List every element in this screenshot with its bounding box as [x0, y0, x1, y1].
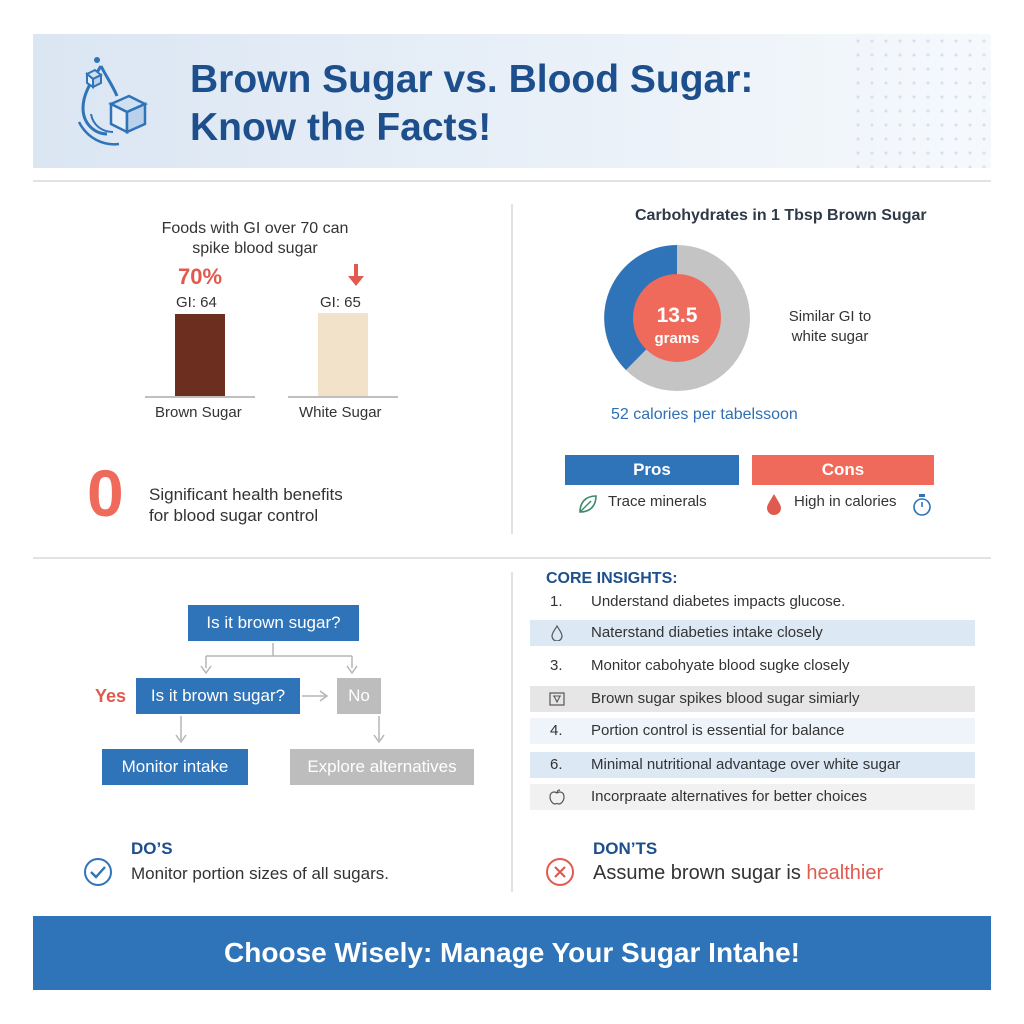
core-insights-title: CORE INSIGHTS:	[546, 570, 678, 587]
stopwatch-icon	[913, 494, 931, 516]
flow-result-monitor: Monitor intake	[102, 749, 248, 785]
drop-outline-icon	[551, 625, 563, 641]
blood-drop-icon	[767, 494, 781, 515]
carb-unit: grams	[654, 330, 700, 347]
flow-question-middle: Is it brown sugar?	[136, 678, 300, 714]
down-arrow-icon	[348, 264, 364, 286]
flow-yes-label: Yes	[95, 686, 127, 706]
cons-header: Cons	[752, 455, 934, 485]
decorative-dot-pattern	[851, 34, 991, 168]
flow-result-alternatives: Explore alternatives	[290, 749, 474, 785]
gi-value-label-white: GI: 65	[320, 294, 361, 311]
pros-item: Trace minerals	[608, 493, 707, 510]
similar-gi-note: Similar GI to white sugar	[788, 308, 872, 345]
carb-value: 13.5	[656, 304, 698, 327]
divider-vertical	[511, 572, 513, 892]
dos-title: DO’S	[131, 839, 173, 858]
divider	[33, 180, 991, 182]
scale-icon	[549, 692, 565, 706]
zero-benefits-value: 0	[87, 456, 124, 530]
bar-label-brown-sugar: Brown Sugar	[155, 404, 242, 421]
donut-center-red	[633, 274, 721, 362]
flow-question-top: Is it brown sugar?	[188, 605, 359, 641]
gi-threshold-percent: 70%	[178, 264, 223, 289]
apple-icon	[549, 789, 565, 805]
insight-row: Naterstand diabeties intake closely	[530, 620, 975, 646]
bar-label-white-sugar: White Sugar	[299, 404, 382, 421]
divider	[33, 557, 991, 559]
insight-row: 3. Monitor cabohyate blood sugke closely	[550, 657, 850, 674]
insight-row: Brown sugar spikes blood sugar simiarly	[530, 686, 975, 712]
title-line-1: Brown Sugar vs. Blood Sugar:	[190, 58, 754, 101]
divider-vertical	[511, 204, 513, 534]
cons-item: High in calories	[794, 493, 897, 510]
calories-note: 52 calories per tabelssoon	[611, 406, 798, 423]
footer-banner: Choose Wisely: Manage Your Sugar Intahe!	[33, 916, 991, 990]
gi-value-label-brown: GI: 64	[176, 294, 217, 311]
bar-baseline	[145, 396, 255, 398]
header-banner: Brown Sugar vs. Blood Sugar: Know the Fa…	[33, 34, 991, 168]
page-title: Brown Sugar vs. Blood Sugar: Know the Fa…	[190, 56, 890, 152]
gi-caption: Foods with GI over 70 can spike blood su…	[161, 220, 349, 257]
donts-text: Assume brown sugar is healthier	[593, 862, 884, 884]
dos-text: Monitor portion sizes of all sugars.	[131, 864, 389, 883]
check-circle-icon	[84, 858, 112, 886]
title-line-2: Know the Facts!	[190, 106, 492, 149]
insight-row: 4. Portion control is essential for bala…	[530, 718, 975, 744]
insight-row: 6. Minimal nutritional advantage over wh…	[530, 752, 975, 778]
bar-white-sugar	[318, 313, 368, 396]
bar-baseline	[288, 396, 398, 398]
carb-donut-chart	[604, 245, 750, 391]
insight-row: 1. Understand diabetes impacts glucose.	[550, 593, 846, 610]
donts-title: DON’TS	[593, 839, 658, 858]
donts-highlight: healthier	[806, 862, 884, 884]
x-circle-icon	[546, 858, 574, 886]
insight-row: Incorpraate alternatives for better choi…	[530, 784, 975, 810]
carb-chart-title: Carbohydrates in 1 Tbsp Brown Sugar	[635, 207, 927, 224]
leaf-icon	[579, 495, 597, 513]
zero-benefits-text: Significant health benefits for blood su…	[149, 485, 343, 525]
bar-brown-sugar	[175, 314, 225, 396]
flow-no-box: No	[337, 678, 381, 714]
sugar-drop-cube-icon	[77, 57, 148, 146]
pros-header: Pros	[565, 455, 739, 485]
